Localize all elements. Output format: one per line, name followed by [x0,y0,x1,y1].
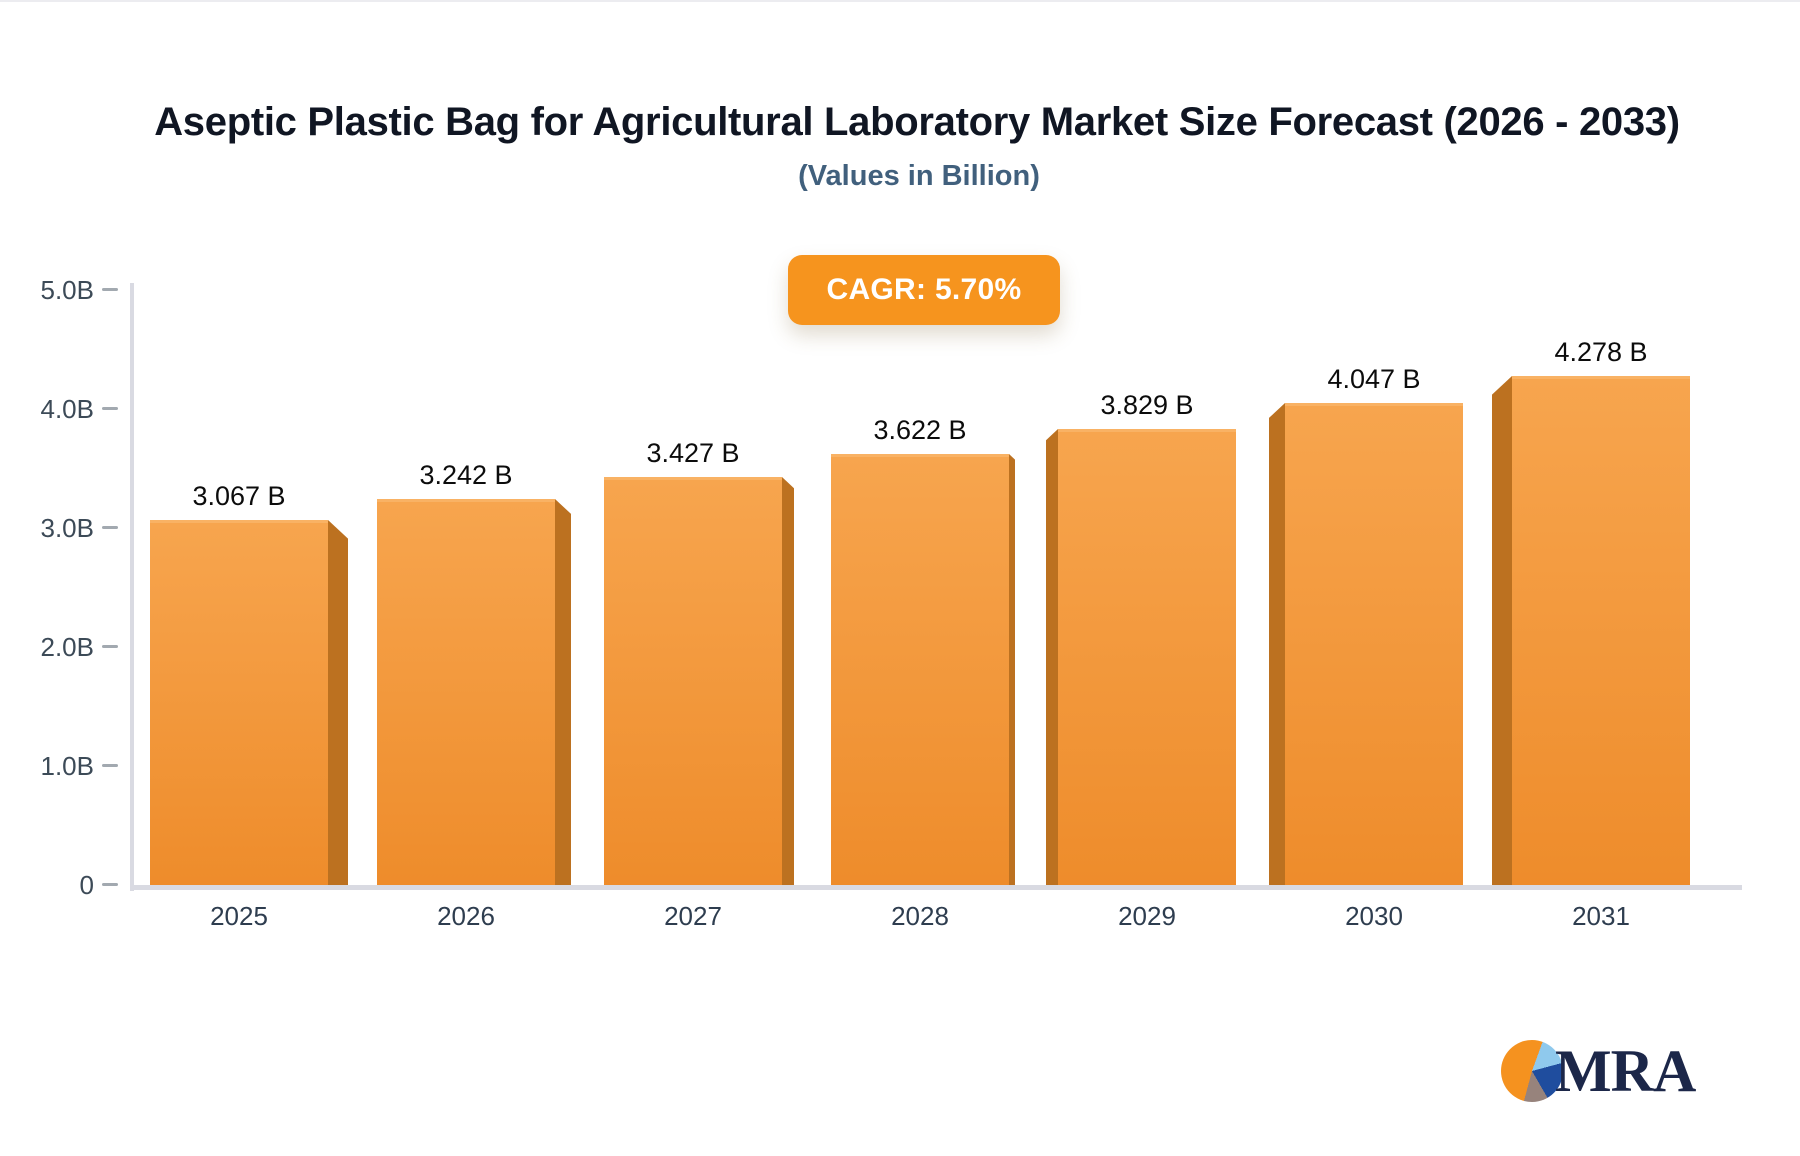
x-tick-label-2027: 2027 [664,901,722,931]
y-tick-label: 5.0B [40,275,95,305]
cagr-badge: CAGR: 5.70% [788,255,1060,325]
x-tick-label-2025: 2025 [210,901,268,931]
bar-value-label-2027: 3.427 B [646,438,740,468]
bar-value-label-2025: 3.067 B [192,481,286,511]
y-axis-line [130,283,134,891]
y-tick-label: 1.0B [40,751,95,781]
bars-layer [150,376,1690,886]
brand-logo-text: MRA [1555,1038,1696,1104]
x-tick-label-2028: 2028 [891,901,949,931]
chart-title: Aseptic Plastic Bag for Agricultural Lab… [154,100,1680,144]
bar-value-label-2026: 3.242 B [419,460,513,490]
cagr-badge-label: CAGR: 5.70% [826,273,1022,306]
bar-value-label-2029: 3.829 B [1100,390,1194,420]
bar-front-2027 [604,477,782,885]
bar-side-2028 [1009,454,1015,886]
y-tick-label: 0 [79,870,94,900]
y-tick-dash [102,645,118,648]
y-tick-dash [102,883,118,886]
y-tick-dash [102,526,118,529]
bar-value-label-2030: 4.047 B [1327,364,1421,394]
bar-value-label-2028: 3.622 B [873,415,967,445]
bar-side-2027 [782,477,794,886]
chart-subtitle: (Values in Billion) [798,160,1040,192]
x-axis-line [130,885,1742,890]
y-tick-label: 2.0B [40,632,95,662]
y-tick-label: 3.0B [40,513,95,543]
brand-logo: MRA [1501,1038,1696,1104]
pie-chart-logo-icon [1501,1040,1563,1102]
y-tick-dash [102,288,118,291]
bar-front-2026 [377,499,555,885]
y-tick-label: 4.0B [40,394,95,424]
y-tick-dash [102,764,118,767]
bar-front-2028 [831,454,1009,885]
bar-front-2031 [1512,376,1690,885]
y-tick-dash [102,407,118,410]
bar-front-2025 [150,520,328,885]
bar-side-2025 [328,520,348,886]
x-tick-label-2029: 2029 [1118,901,1176,931]
x-tick-label-2026: 2026 [437,901,495,931]
bar-value-label-2031: 4.278 B [1554,337,1648,367]
bar-front-2029 [1058,429,1236,885]
x-tick-label-2031: 2031 [1572,901,1630,931]
bar-side-2030 [1269,403,1285,886]
bar-side-2031 [1492,376,1512,886]
top-border-line [0,0,1800,2]
bar-front-2030 [1285,403,1463,885]
bar-side-2029 [1046,429,1058,886]
bar-side-2026 [555,499,571,886]
x-tick-label-2030: 2030 [1345,901,1403,931]
